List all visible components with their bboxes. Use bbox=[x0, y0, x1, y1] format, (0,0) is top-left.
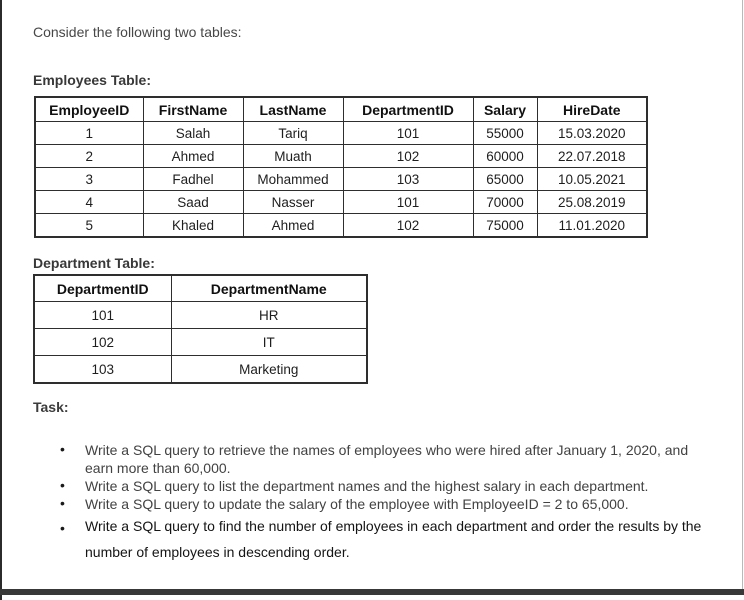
department-table: DepartmentID DepartmentName 101 HR 102 IT 103 M… bbox=[33, 274, 368, 384]
table-cell: Mohammed bbox=[242, 167, 344, 191]
table-cell: Ahmed bbox=[142, 144, 244, 168]
bullet-icon: • bbox=[60, 495, 65, 511]
task-text: Write a SQL query to find the number of … bbox=[85, 518, 702, 560]
employees-table-title: Employees Table: bbox=[33, 72, 152, 88]
task-heading: Task: bbox=[33, 399, 69, 415]
task-text: Write a SQL query to retrieve the names … bbox=[85, 442, 689, 476]
table-cell: Khaled bbox=[142, 213, 244, 238]
bullet-icon: • bbox=[60, 520, 65, 536]
column-header: FirstName bbox=[142, 96, 244, 122]
department-table-title: Department Table: bbox=[33, 255, 155, 271]
table-row: 101 HR bbox=[33, 301, 368, 329]
table-cell: 22.07.2018 bbox=[536, 144, 648, 168]
table-row: 2 Ahmed Muath 102 60000 22.07.2018 bbox=[34, 144, 648, 168]
table-cell: 103 bbox=[33, 355, 172, 384]
table-cell: 101 bbox=[33, 301, 172, 329]
page-edge-bottom bbox=[0, 589, 744, 595]
table-cell: 1 bbox=[34, 121, 144, 145]
page-edge-right bbox=[742, 0, 743, 590]
table-cell: 60000 bbox=[472, 144, 538, 168]
table-cell: Nasser bbox=[242, 190, 344, 214]
table-cell: 4 bbox=[34, 190, 144, 214]
column-header: EmployeeID bbox=[34, 96, 144, 122]
task-item: • Write a SQL query to find the number of… bbox=[34, 513, 712, 565]
header-row: EmployeeID FirstName LastName DepartmentID S… bbox=[34, 96, 648, 122]
table-cell: 75000 bbox=[472, 213, 538, 238]
table-cell: Fadhel bbox=[142, 167, 244, 191]
table-cell: 10.05.2021 bbox=[536, 167, 648, 191]
task-item: • Write a SQL query to list the departmen… bbox=[34, 477, 712, 495]
employees-table: EmployeeID FirstName LastName DepartmentID S… bbox=[34, 96, 648, 238]
table-cell: 3 bbox=[34, 167, 144, 191]
bullet-icon: • bbox=[60, 441, 65, 457]
table-cell: HR bbox=[170, 301, 368, 329]
table-row: 4 Saad Nasser 101 70000 25.08.2019 bbox=[34, 190, 648, 214]
table-cell: Tariq bbox=[242, 121, 344, 145]
table-cell: 5 bbox=[34, 213, 144, 238]
table-cell: 102 bbox=[33, 328, 172, 356]
table-cell: 25.08.2019 bbox=[536, 190, 648, 214]
table-cell: Marketing bbox=[170, 355, 368, 384]
table-row: 103 Marketing bbox=[33, 355, 368, 384]
table-cell: 2 bbox=[34, 144, 144, 168]
task-item: • Write a SQL query to update the salary … bbox=[34, 495, 712, 513]
table-cell: 103 bbox=[342, 167, 474, 191]
table-cell: Salah bbox=[142, 121, 244, 145]
column-header: HireDate bbox=[536, 96, 648, 122]
header-row: DepartmentID DepartmentName bbox=[33, 274, 368, 302]
table-row: 1 Salah Tariq 101 55000 15.03.2020 bbox=[34, 121, 648, 145]
task-text: Write a SQL query to update the salary o… bbox=[85, 496, 629, 512]
table-row: 5 Khaled Ahmed 102 75000 11.01.2020 bbox=[34, 213, 648, 238]
table-cell: 55000 bbox=[472, 121, 538, 145]
table-cell: IT bbox=[170, 328, 368, 356]
intro-text: Consider the following two tables: bbox=[33, 24, 242, 40]
bullet-icon: • bbox=[60, 477, 65, 493]
task-list: • Write a SQL query to retrieve the names… bbox=[34, 441, 712, 565]
column-header: Salary bbox=[472, 96, 538, 122]
table-cell: 11.01.2020 bbox=[536, 213, 648, 238]
table-cell: Saad bbox=[142, 190, 244, 214]
table-cell: 70000 bbox=[472, 190, 538, 214]
table-cell: 101 bbox=[342, 190, 474, 214]
column-header: DepartmentID bbox=[33, 274, 172, 302]
table-cell: 102 bbox=[342, 144, 474, 168]
table-row: 102 IT bbox=[33, 328, 368, 356]
column-header: LastName bbox=[242, 96, 344, 122]
table-cell: 102 bbox=[342, 213, 474, 238]
column-header: DepartmentName bbox=[170, 274, 368, 302]
table-cell: 65000 bbox=[472, 167, 538, 191]
task-text: Write a SQL query to list the department… bbox=[85, 478, 649, 494]
task-item: • Write a SQL query to retrieve the names… bbox=[34, 441, 712, 477]
column-header: DepartmentID bbox=[342, 96, 474, 122]
page-edge-left bbox=[0, 0, 2, 600]
table-cell: 15.03.2020 bbox=[536, 121, 648, 145]
table-cell: Ahmed bbox=[242, 213, 344, 238]
table-cell: Muath bbox=[242, 144, 344, 168]
table-cell: 101 bbox=[342, 121, 474, 145]
table-row: 3 Fadhel Mohammed 103 65000 10.05.2021 bbox=[34, 167, 648, 191]
